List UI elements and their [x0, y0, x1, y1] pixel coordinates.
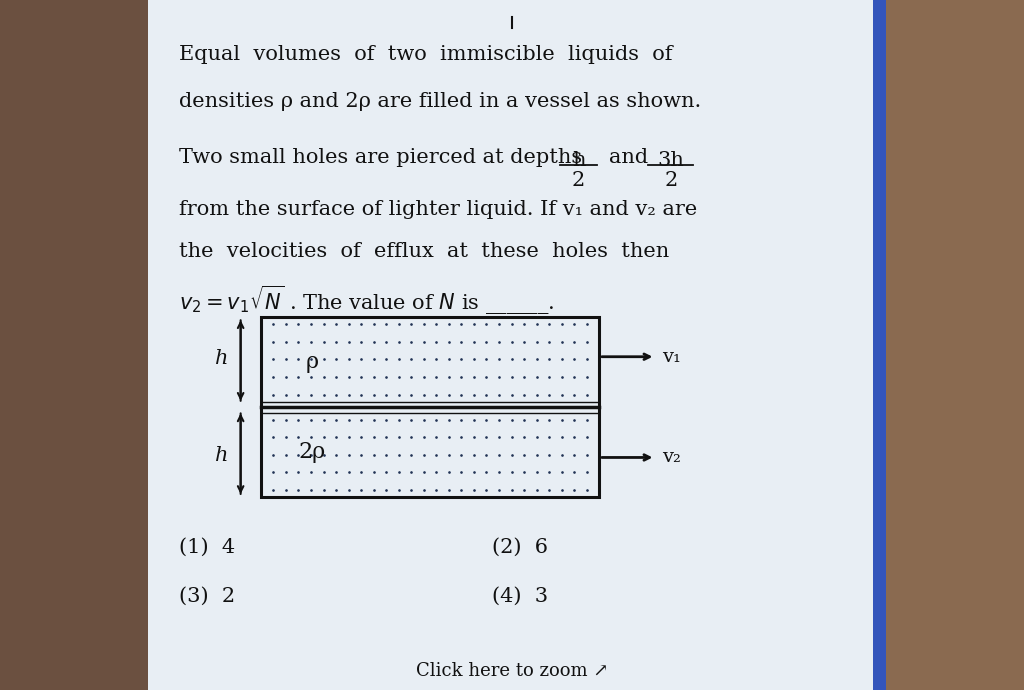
Text: 2: 2 — [665, 171, 677, 190]
Text: and: and — [609, 148, 648, 167]
Text: v₁: v₁ — [663, 348, 681, 366]
Bar — [261, 317, 599, 497]
Text: h: h — [571, 151, 586, 170]
Bar — [886, 0, 1024, 690]
Text: (2)  6: (2) 6 — [492, 538, 548, 558]
Text: (1)  4: (1) 4 — [179, 538, 236, 558]
Text: Two small holes are pierced at depths: Two small holes are pierced at depths — [179, 148, 583, 167]
Text: densities ρ and 2ρ are filled in a vessel as shown.: densities ρ and 2ρ are filled in a vesse… — [179, 92, 701, 111]
Text: h: h — [215, 446, 229, 465]
Text: ρ: ρ — [306, 351, 318, 373]
Text: Equal  volumes  of  two  immiscible  liquids  of: Equal volumes of two immiscible liquids … — [179, 45, 673, 64]
Text: (3)  2: (3) 2 — [179, 586, 236, 606]
Text: from the surface of lighter liquid. If v₁ and v₂ are: from the surface of lighter liquid. If v… — [179, 199, 697, 219]
Text: 3h: 3h — [657, 151, 684, 170]
Text: Click here to zoom ↗: Click here to zoom ↗ — [416, 662, 608, 680]
Text: $v_2 = v_1\sqrt{N}$ . The value of $N$ is ______.: $v_2 = v_1\sqrt{N}$ . The value of $N$ i… — [179, 284, 555, 317]
Bar — [873, 0, 886, 690]
Text: 2ρ: 2ρ — [299, 441, 326, 463]
Text: v₂: v₂ — [663, 448, 681, 466]
Bar — [148, 0, 886, 690]
Text: (4)  3: (4) 3 — [492, 586, 548, 606]
Bar — [0, 0, 148, 690]
Text: 2: 2 — [572, 171, 585, 190]
Text: the  velocities  of  efflux  at  these  holes  then: the velocities of efflux at these holes … — [179, 242, 670, 261]
Text: h: h — [215, 349, 229, 368]
